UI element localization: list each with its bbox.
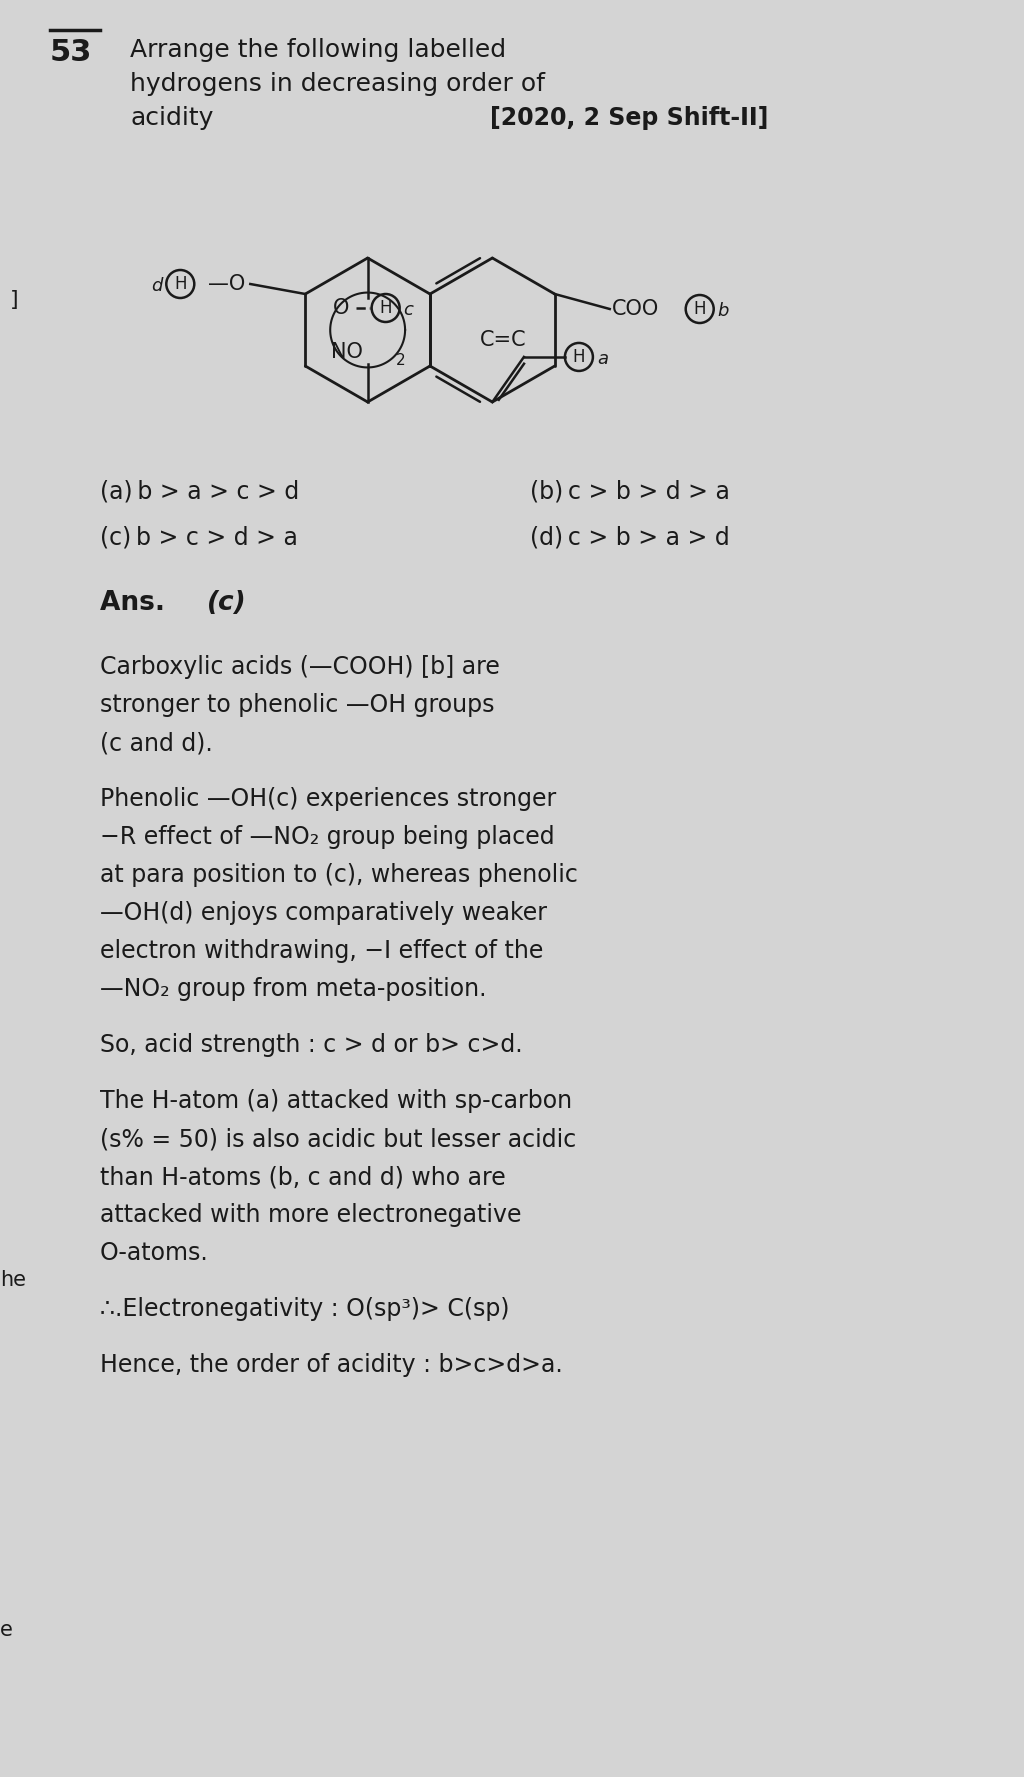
Text: hydrogens in decreasing order of: hydrogens in decreasing order of xyxy=(130,73,545,96)
Text: O-atoms.: O-atoms. xyxy=(100,1240,209,1265)
Text: [2020, 2 Sep Shift-II]: [2020, 2 Sep Shift-II] xyxy=(490,107,768,130)
Text: The H-atom (a) attacked with sp-carbon: The H-atom (a) attacked with sp-carbon xyxy=(100,1089,572,1112)
Text: (c) b > c > d > a: (c) b > c > d > a xyxy=(100,524,298,549)
Text: c: c xyxy=(403,300,414,320)
Text: (a) b > a > c > d: (a) b > a > c > d xyxy=(100,480,299,505)
Text: he: he xyxy=(0,1271,26,1290)
Text: NO: NO xyxy=(331,341,362,363)
Text: COO: COO xyxy=(611,299,659,320)
Text: at para position to (c), whereas phenolic: at para position to (c), whereas phenoli… xyxy=(100,864,578,887)
Text: d: d xyxy=(151,277,162,295)
Text: —O: —O xyxy=(208,274,246,293)
Text: (d) c > b > a > d: (d) c > b > a > d xyxy=(530,524,730,549)
Text: acidity: acidity xyxy=(130,107,213,130)
Text: electron withdrawing, −I effect of the: electron withdrawing, −I effect of the xyxy=(100,938,544,963)
Text: (c): (c) xyxy=(207,590,247,617)
Text: e: e xyxy=(0,1621,13,1640)
Text: C=C: C=C xyxy=(480,331,527,350)
Text: Carboxylic acids (—COOH) [b] are: Carboxylic acids (—COOH) [b] are xyxy=(100,656,500,679)
Text: (b) c > b > d > a: (b) c > b > d > a xyxy=(530,480,730,505)
Text: Ans.: Ans. xyxy=(100,590,174,617)
Text: Hence, the order of acidity : b>c>d>a.: Hence, the order of acidity : b>c>d>a. xyxy=(100,1352,563,1377)
Text: 53: 53 xyxy=(50,37,92,68)
Text: H: H xyxy=(380,299,392,316)
Text: —OH(d) enjoys comparatively weaker: —OH(d) enjoys comparatively weaker xyxy=(100,901,547,926)
Text: a: a xyxy=(597,350,608,368)
Text: 2: 2 xyxy=(395,354,406,368)
Text: —NO₂ group from meta-position.: —NO₂ group from meta-position. xyxy=(100,977,486,1000)
Text: −R effect of —NO₂ group being placed: −R effect of —NO₂ group being placed xyxy=(100,825,555,849)
Text: Arrange the following labelled: Arrange the following labelled xyxy=(130,37,506,62)
Text: (s% = 50) is also acidic but lesser acidic: (s% = 50) is also acidic but lesser acid… xyxy=(100,1127,577,1151)
Text: ∴.Electronegativity : O(sp³)> C(sp): ∴.Electronegativity : O(sp³)> C(sp) xyxy=(100,1297,510,1320)
Text: O: O xyxy=(333,299,349,318)
Text: stronger to phenolic —OH groups: stronger to phenolic —OH groups xyxy=(100,693,495,716)
Text: Phenolic —OH(c) experiences stronger: Phenolic —OH(c) experiences stronger xyxy=(100,787,556,810)
Text: H: H xyxy=(174,275,186,293)
Text: H: H xyxy=(572,348,585,366)
Text: than H-atoms (b, c and d) who are: than H-atoms (b, c and d) who are xyxy=(100,1166,506,1189)
Text: So, acid strength : c > d or b> c>d.: So, acid strength : c > d or b> c>d. xyxy=(100,1032,522,1057)
Text: (c and d).: (c and d). xyxy=(100,730,213,755)
Text: H: H xyxy=(693,300,706,318)
Text: b: b xyxy=(718,302,729,320)
Text: attacked with more electronegative: attacked with more electronegative xyxy=(100,1203,521,1226)
Text: ]: ] xyxy=(10,290,18,309)
